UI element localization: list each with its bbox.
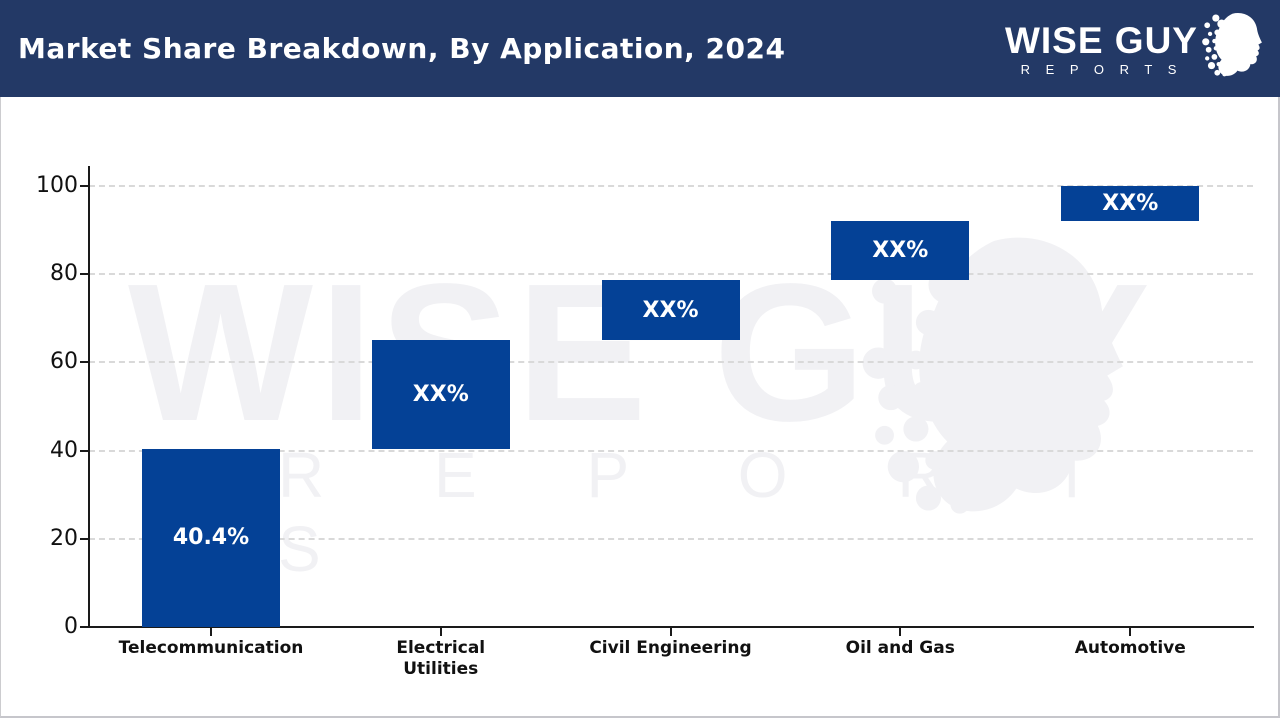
x-axis-line — [88, 626, 1254, 628]
bar-telecommunication: 40.4% — [142, 448, 280, 627]
x-axis-label-oil-and-gas: Oil and Gas — [845, 638, 955, 658]
brand-name: WISE GUY — [1004, 20, 1198, 61]
x-tick-electrical-utilities — [439, 628, 442, 636]
y-tick-label-0: 0 — [64, 614, 78, 639]
bar-value-label: XX% — [642, 297, 699, 323]
y-tick-label-80: 80 — [50, 261, 78, 287]
x-tick-automotive — [1129, 628, 1132, 636]
brand-logo-text: WISE GUY R E P O R T S — [1004, 20, 1198, 78]
bar-automotive: XX% — [1061, 186, 1200, 222]
y-tick-100 — [80, 185, 88, 187]
brand-face-icon — [1202, 12, 1262, 77]
gridline-20 — [89, 537, 1253, 540]
y-tick-40 — [80, 449, 88, 452]
y-tick-label-20: 20 — [50, 525, 78, 551]
y-tick-label-40: 40 — [50, 437, 78, 463]
x-axis-label-telecommunication: Telecommunication — [118, 638, 304, 658]
bar-electrical-utilities: XX% — [371, 340, 510, 449]
y-tick-label-60: 60 — [50, 349, 78, 375]
brand-subtitle: R E P O R T S — [1020, 62, 1183, 77]
gridline-80 — [89, 273, 1253, 276]
y-tick-60 — [80, 361, 88, 364]
x-axis-label-civil-engineering: Civil Engineering — [589, 638, 752, 658]
x-axis-label-electrical-utilities: Electrical Utilities — [396, 638, 486, 679]
bar-oil-and-gas: XX% — [831, 221, 970, 281]
x-tick-civil-engineering — [669, 628, 672, 636]
bar-civil-engineering: XX% — [601, 280, 740, 341]
y-tick-80 — [80, 273, 88, 276]
x-tick-oil-and-gas — [899, 628, 902, 636]
header-bar: Market Share Breakdown, By Application, … — [0, 0, 1280, 97]
bar-value-label: XX% — [412, 382, 469, 408]
gridline-100 — [89, 185, 1253, 187]
gridline-60 — [89, 361, 1253, 364]
brand-logo: WISE GUY R E P O R T S — [1005, 6, 1272, 92]
x-tick-telecommunication — [210, 628, 212, 636]
bar-value-label: 40.4% — [172, 525, 250, 551]
y-tick-label-100: 100 — [36, 173, 78, 198]
y-axis-line — [88, 166, 90, 628]
y-tick-0 — [80, 626, 88, 628]
bar-value-label: XX% — [872, 238, 929, 264]
gridline-40 — [89, 449, 1253, 452]
page-title: Market Share Breakdown, By Application, … — [18, 32, 786, 65]
bar-value-label: XX% — [1102, 191, 1159, 217]
y-tick-20 — [80, 537, 88, 540]
x-axis-label-automotive: Automotive — [1074, 638, 1186, 658]
